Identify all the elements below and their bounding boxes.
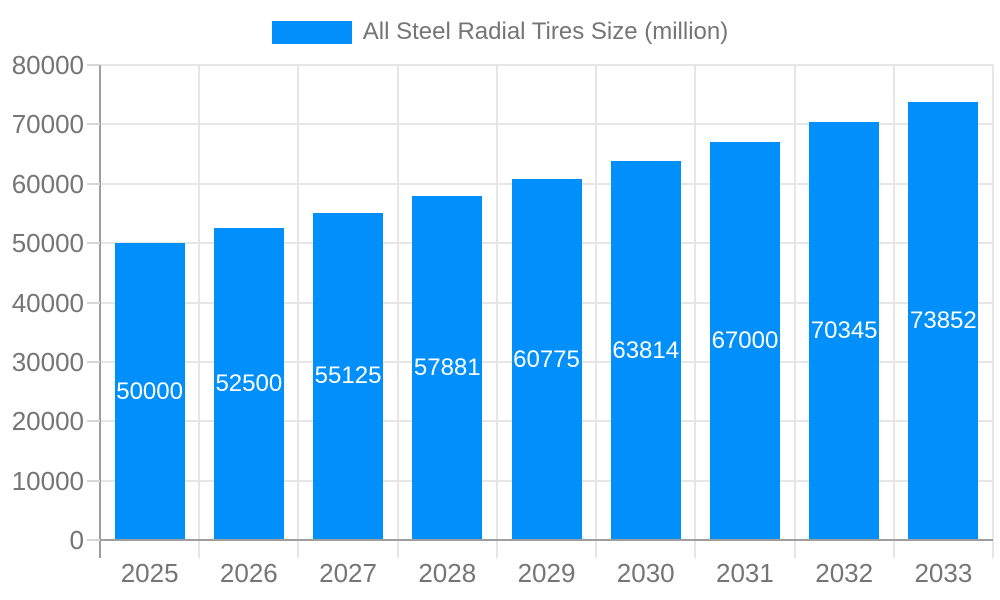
y-tick-label: 10000 bbox=[11, 465, 84, 496]
bar-value-label: 63814 bbox=[612, 336, 680, 364]
y-tick-label: 50000 bbox=[11, 228, 84, 259]
bar[interactable]: 50000 bbox=[114, 243, 185, 540]
y-tick-mark bbox=[87, 123, 100, 126]
y-tick-mark bbox=[87, 539, 100, 541]
bar-value-label: 60775 bbox=[513, 345, 580, 373]
x-tick-label: 2031 bbox=[716, 558, 774, 588]
vertical-gridline bbox=[595, 65, 598, 558]
legend-swatch-icon bbox=[271, 20, 352, 44]
bar-value-label: 50000 bbox=[116, 377, 183, 405]
bar[interactable]: 55125 bbox=[313, 212, 384, 540]
vertical-gridline bbox=[793, 65, 796, 558]
bar-value-label: 70345 bbox=[810, 317, 878, 345]
y-tick-mark bbox=[87, 301, 100, 304]
bar-value-label: 73852 bbox=[910, 306, 977, 334]
bar-value-label: 55125 bbox=[314, 362, 382, 390]
vertical-gridline bbox=[297, 65, 300, 558]
horizontal-gridline bbox=[100, 64, 993, 66]
bar[interactable]: 52500 bbox=[213, 228, 284, 540]
bar[interactable]: 67000 bbox=[709, 142, 780, 540]
x-tick-label: 2027 bbox=[319, 558, 377, 588]
vertical-gridline bbox=[992, 65, 994, 558]
x-tick-label: 2029 bbox=[517, 558, 576, 588]
x-tick-label: 2030 bbox=[616, 558, 675, 588]
x-tick-label: 2028 bbox=[418, 558, 477, 588]
x-tick-label: 2025 bbox=[120, 558, 179, 588]
vertical-gridline bbox=[892, 65, 895, 558]
x-tick-label: 2033 bbox=[914, 558, 973, 588]
y-tick-mark bbox=[87, 479, 100, 482]
y-axis-line bbox=[99, 65, 101, 558]
y-tick-mark bbox=[87, 182, 100, 185]
bar[interactable]: 57881 bbox=[412, 196, 483, 540]
y-tick-label: 40000 bbox=[11, 287, 84, 318]
y-tick-label: 70000 bbox=[11, 109, 84, 140]
y-tick-mark bbox=[87, 64, 100, 66]
y-tick-mark bbox=[87, 420, 100, 423]
horizontal-gridline bbox=[100, 123, 993, 126]
chart-legend[interactable]: All Steel Radial Tires Size (million) bbox=[0, 16, 1000, 48]
y-tick-label: 0 bbox=[69, 525, 84, 555]
x-tick-label: 2026 bbox=[219, 558, 278, 588]
bar-value-label: 67000 bbox=[711, 327, 779, 355]
x-axis-line bbox=[100, 539, 993, 541]
bar[interactable]: 70345 bbox=[809, 122, 880, 540]
bar-value-label: 57881 bbox=[413, 354, 481, 382]
y-tick-label: 60000 bbox=[11, 168, 84, 199]
y-tick-label: 20000 bbox=[11, 406, 84, 437]
x-tick-label: 2032 bbox=[815, 558, 874, 588]
y-tick-mark bbox=[87, 242, 100, 245]
vertical-gridline bbox=[198, 65, 201, 558]
y-tick-label: 80000 bbox=[11, 50, 84, 80]
bar[interactable]: 63814 bbox=[610, 161, 681, 540]
vertical-gridline bbox=[396, 65, 399, 558]
y-tick-mark bbox=[87, 360, 100, 363]
bar-value-label: 52500 bbox=[215, 370, 283, 398]
bar[interactable]: 73852 bbox=[908, 101, 979, 540]
y-tick-label: 30000 bbox=[11, 346, 84, 377]
bar[interactable]: 60775 bbox=[511, 179, 582, 540]
vertical-gridline bbox=[495, 65, 498, 558]
vertical-gridline bbox=[694, 65, 697, 558]
legend-label: All Steel Radial Tires Size (million) bbox=[362, 18, 729, 45]
